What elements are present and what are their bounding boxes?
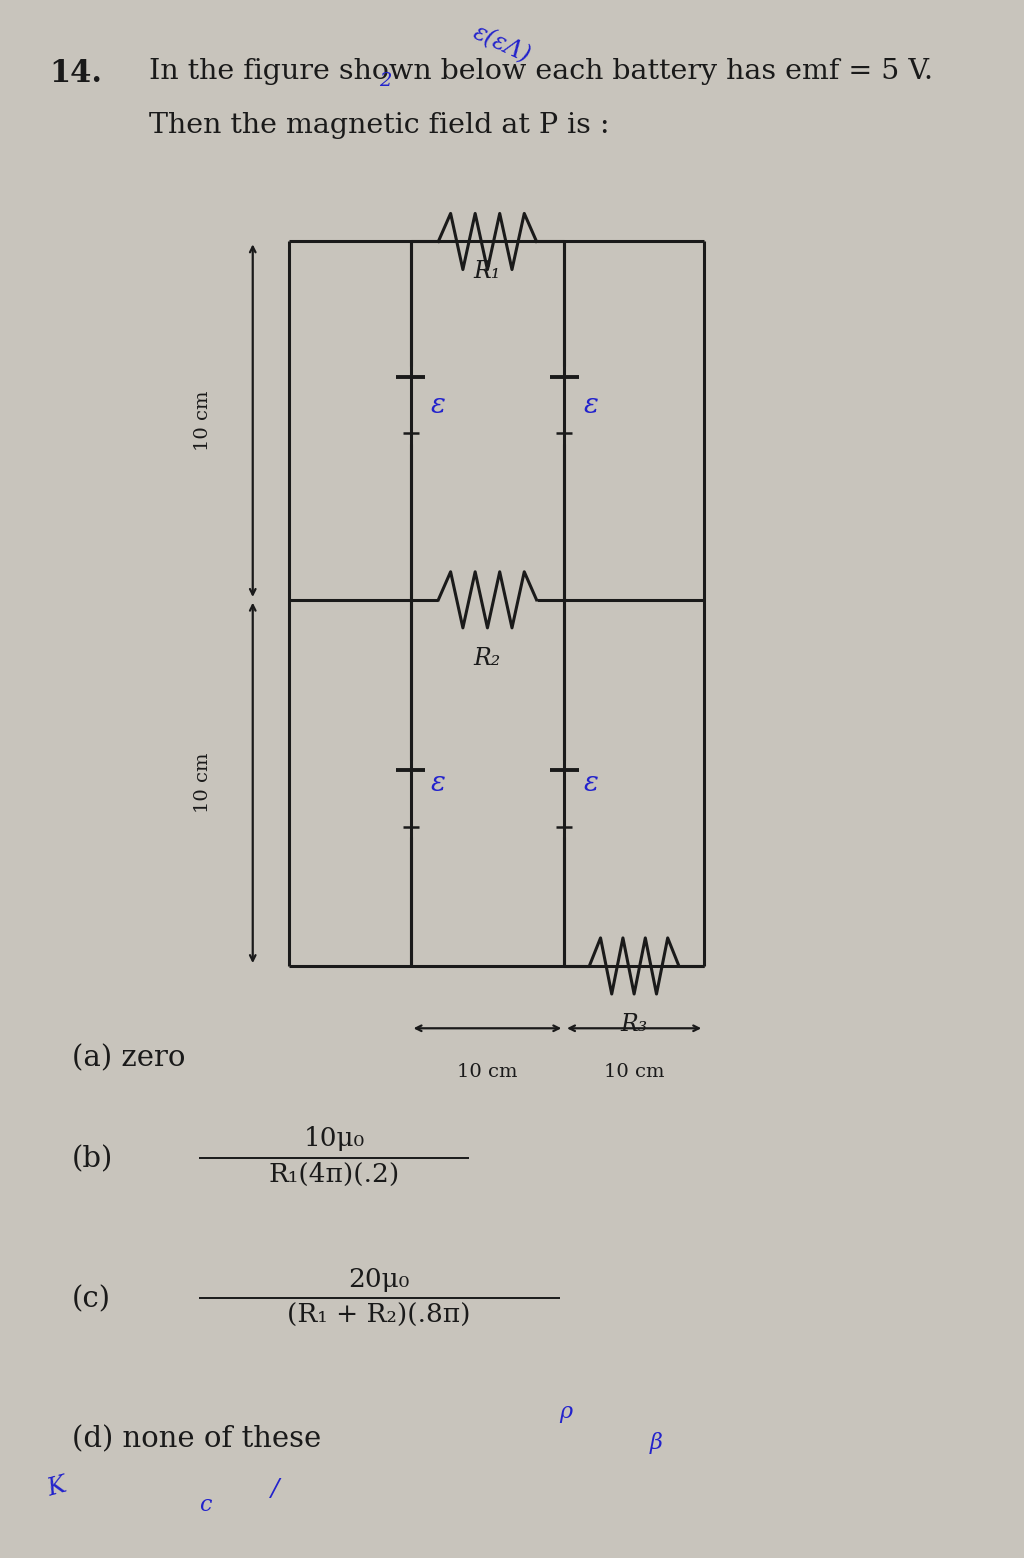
- Text: ε(εΛ): ε(εΛ): [469, 20, 535, 67]
- Text: ε: ε: [430, 770, 445, 796]
- Text: c: c: [199, 1494, 211, 1516]
- Text: R₁(4π)(.2): R₁(4π)(.2): [268, 1162, 399, 1187]
- Text: 10μ₀: 10μ₀: [303, 1126, 365, 1151]
- Text: ε: ε: [430, 393, 445, 419]
- Text: β: β: [650, 1432, 663, 1454]
- Text: K: K: [45, 1474, 69, 1500]
- Text: (b): (b): [73, 1145, 114, 1173]
- Text: (a) zero: (a) zero: [73, 1044, 185, 1072]
- Text: 2: 2: [379, 72, 391, 90]
- Text: (d) none of these: (d) none of these: [73, 1426, 322, 1454]
- Text: 10 cm: 10 cm: [604, 1063, 665, 1081]
- Text: 14.: 14.: [49, 58, 102, 89]
- Text: 10 cm: 10 cm: [457, 1063, 518, 1081]
- Text: ε: ε: [584, 393, 599, 419]
- Text: R₃: R₃: [621, 1013, 648, 1036]
- Text: ρ: ρ: [560, 1401, 572, 1422]
- Text: R₂: R₂: [474, 647, 501, 670]
- Text: Then the magnetic field at P is :: Then the magnetic field at P is :: [148, 112, 609, 139]
- Text: R₁: R₁: [474, 260, 501, 284]
- Text: 10 cm: 10 cm: [195, 753, 212, 813]
- Text: ε: ε: [584, 770, 599, 796]
- Text: 20μ₀: 20μ₀: [348, 1267, 410, 1292]
- Text: In the figure shown below each battery has emf = 5 V.: In the figure shown below each battery h…: [148, 58, 933, 84]
- Text: (c): (c): [73, 1285, 112, 1313]
- Text: (R₁ + R₂)(.8π): (R₁ + R₂)(.8π): [288, 1302, 471, 1327]
- Text: /: /: [270, 1477, 280, 1500]
- Text: 10 cm: 10 cm: [195, 391, 212, 450]
